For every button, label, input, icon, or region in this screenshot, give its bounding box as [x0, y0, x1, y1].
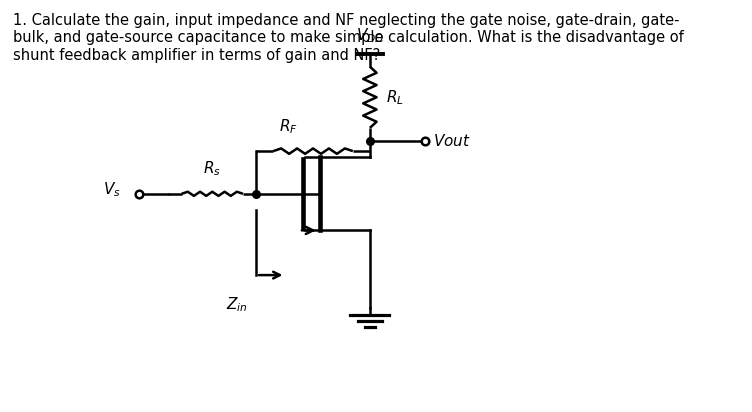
Text: $R_L$: $R_L$ — [386, 88, 404, 107]
Text: $R_s$: $R_s$ — [203, 159, 221, 178]
Text: $V_{DD}$: $V_{DD}$ — [356, 26, 384, 44]
Text: $Z_{in}$: $Z_{in}$ — [226, 295, 247, 314]
Text: $R_F$: $R_F$ — [278, 117, 298, 136]
Text: 1. Calculate the gain, input impedance and NF neglecting the gate noise, gate-dr: 1. Calculate the gain, input impedance a… — [13, 13, 684, 63]
Text: $V_s$: $V_s$ — [103, 180, 121, 199]
Text: $Vout$: $Vout$ — [433, 133, 471, 149]
